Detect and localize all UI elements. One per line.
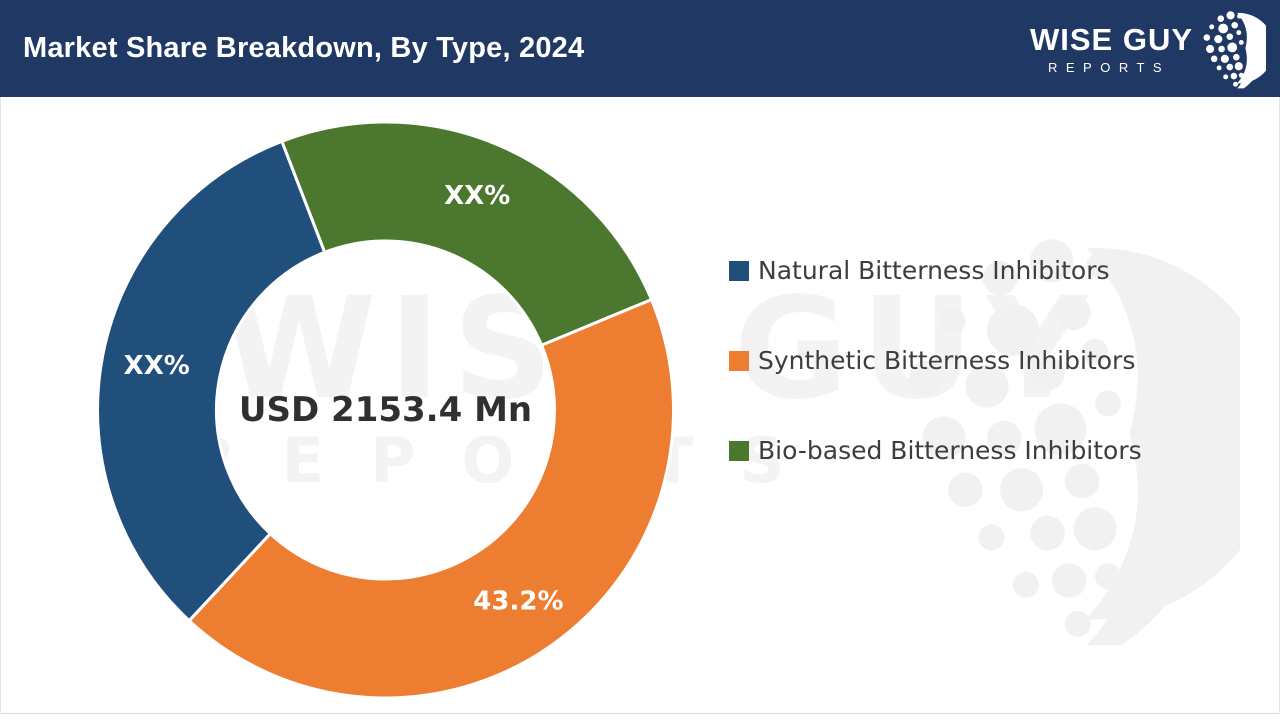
slice-data-label: XX% [444,181,510,211]
left-edge-line [0,97,1,714]
donut-slice-synthetic [187,298,675,700]
logo-brand-text: WISE GUY [1030,22,1194,57]
donut-center-value: USD 2153.4 Mn [239,390,532,430]
legend-label-synthetic: Synthetic Bitterness Inhibitors [758,346,1136,375]
header-bar: Market Share Breakdown, By Type, 2024 WI… [0,0,1280,97]
donut-slice-natural [96,139,327,623]
legend-label-natural: Natural Bitterness Inhibitors [758,256,1110,285]
legend-item-natural: Natural Bitterness Inhibitors [729,256,1110,285]
logo-reports-text: REPORTS [1048,60,1171,75]
bottom-divider [0,713,1280,714]
donut-slice-labels: XX% 43.2% XX% [124,181,564,617]
watermark-text-reports: REPORTS [188,424,831,497]
legend-label-biobased: Bio-based Bitterness Inhibitors [758,436,1142,465]
donut-chart: XX% 43.2% XX% USD 2153.4 Mn [95,118,676,702]
donut-slice-bio-based [280,120,653,347]
wiseguy-head-icon [1203,11,1266,89]
legend-item-synthetic: Synthetic Bitterness Inhibitors [729,346,1135,375]
donut-slices [96,120,675,700]
legend-item-biobased: Bio-based Bitterness Inhibitors [729,436,1142,465]
legend-swatch-biobased [729,440,749,461]
slice-data-label: 43.2% [473,586,563,616]
legend-swatch-natural [729,260,749,281]
slice-data-label: XX% [124,351,190,381]
page-title: Market Share Breakdown, By Type, 2024 [23,32,585,64]
legend-swatch-synthetic [729,350,749,371]
wiseguy-logo: WISE GUY REPORTS [1000,6,1268,94]
